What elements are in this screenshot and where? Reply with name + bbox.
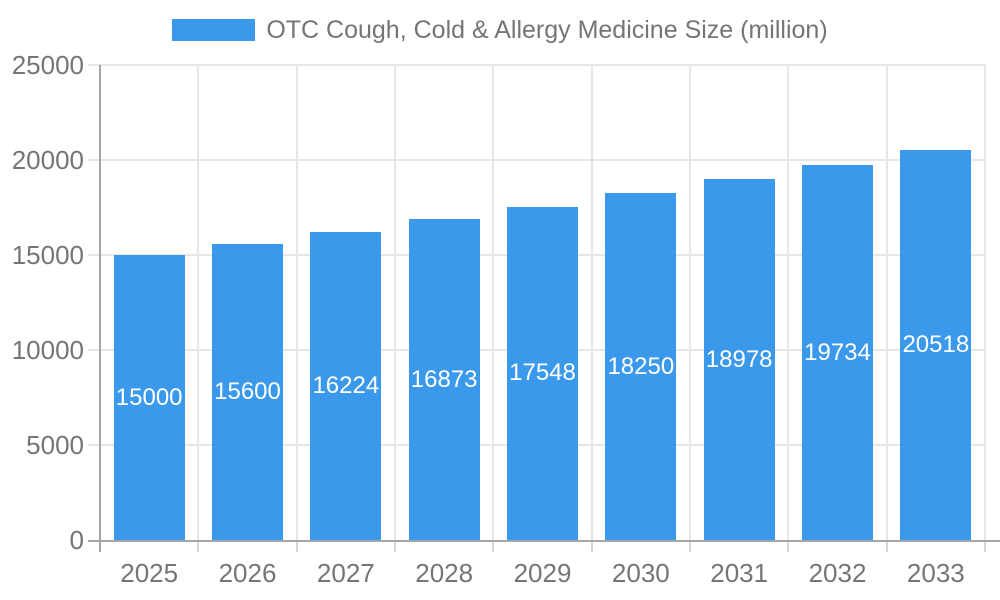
bar[interactable]: 17548	[507, 206, 578, 540]
bar[interactable]: 16873	[408, 219, 480, 540]
legend-swatch	[172, 19, 256, 41]
bar-value-label: 20518	[902, 331, 970, 359]
legend-label: OTC Cough, Cold & Allergy Medicine Size …	[266, 16, 828, 44]
legend[interactable]: OTC Cough, Cold & Allergy Medicine Size …	[0, 15, 1000, 45]
bar[interactable]: 15600	[212, 243, 283, 540]
bar[interactable]: 18250	[605, 193, 677, 540]
h-gridline	[88, 159, 985, 161]
y-tick-label: 25000	[11, 50, 84, 80]
y-axis-line	[99, 65, 101, 552]
bar[interactable]: 19734	[802, 165, 873, 540]
h-gridline	[88, 64, 985, 66]
bar[interactable]: 16224	[310, 231, 382, 540]
x-tick	[689, 542, 691, 552]
bar[interactable]: 18978	[703, 179, 775, 540]
v-gridline	[984, 65, 986, 540]
y-tick-label: 15000	[11, 240, 84, 270]
bar-value-label: 18978	[705, 345, 773, 373]
x-tick	[197, 542, 200, 552]
x-tick-label: 2033	[906, 558, 965, 588]
x-tick	[984, 542, 986, 552]
v-gridline	[885, 65, 888, 540]
v-gridline	[689, 65, 691, 540]
v-gridline	[197, 65, 200, 540]
x-tick	[394, 542, 396, 552]
bar[interactable]: 20518	[900, 150, 972, 540]
x-tick	[885, 542, 888, 552]
x-axis-line	[88, 540, 1000, 542]
bar-value-label: 19734	[804, 338, 871, 366]
x-tick	[492, 542, 495, 552]
y-tick-label: 20000	[11, 145, 84, 175]
v-gridline	[787, 65, 790, 540]
x-tick-label: 2027	[316, 558, 375, 588]
x-tick	[295, 542, 298, 552]
bar-value-label: 18250	[607, 352, 675, 380]
x-tick	[787, 542, 790, 552]
x-tick	[590, 542, 593, 552]
bar-value-label: 15000	[115, 383, 183, 411]
bar-value-label: 15600	[214, 377, 281, 405]
x-tick-label: 2032	[808, 558, 867, 588]
bar-value-label: 16224	[312, 371, 380, 399]
x-tick-label: 2030	[611, 558, 670, 588]
x-tick-label: 2029	[513, 558, 572, 588]
x-tick-label: 2031	[710, 558, 769, 588]
v-gridline	[590, 65, 593, 540]
bar-value-label: 17548	[509, 359, 576, 387]
x-tick-label: 2026	[218, 558, 277, 588]
x-tick-label: 2028	[415, 558, 474, 588]
y-tick-label: 5000	[26, 430, 84, 460]
bar[interactable]: 15000	[113, 255, 185, 540]
y-tick-label: 10000	[11, 335, 84, 365]
bar-value-label: 16873	[410, 365, 478, 393]
x-tick-label: 2025	[120, 558, 179, 588]
v-gridline	[394, 65, 396, 540]
y-tick-label: 0	[69, 525, 84, 555]
v-gridline	[295, 65, 298, 540]
v-gridline	[492, 65, 495, 540]
